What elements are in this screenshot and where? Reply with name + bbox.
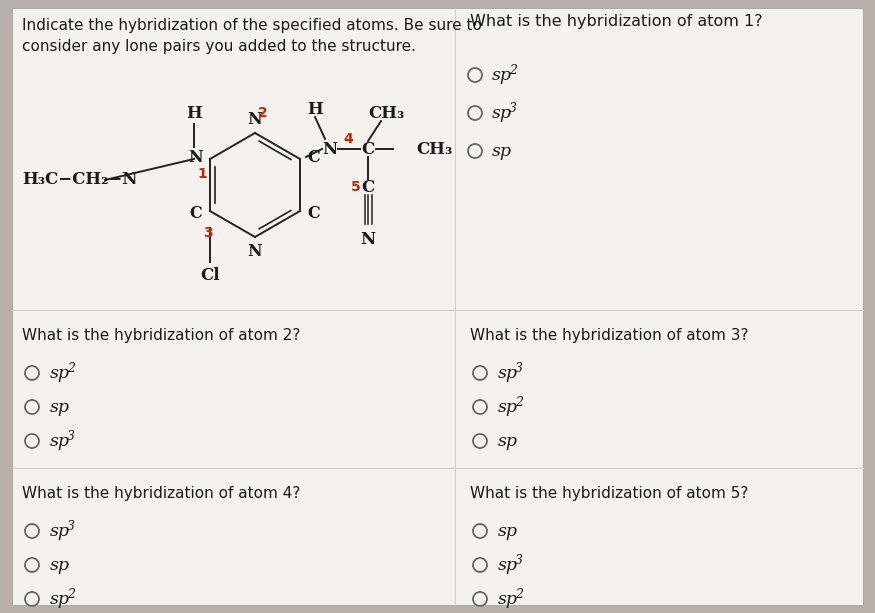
Text: N: N [323, 140, 338, 158]
Text: H₃C−CH₂−N: H₃C−CH₂−N [22, 172, 137, 189]
Text: CH₃: CH₃ [368, 104, 404, 121]
FancyBboxPatch shape [12, 8, 863, 605]
Text: C: C [308, 148, 320, 166]
Text: What is the hybridization of atom 2?: What is the hybridization of atom 2? [22, 328, 300, 343]
Text: sp: sp [492, 66, 512, 83]
Text: 2: 2 [67, 587, 75, 601]
Text: sp: sp [498, 557, 518, 574]
Text: 2: 2 [515, 395, 523, 408]
Text: sp: sp [50, 590, 70, 607]
Text: sp: sp [498, 590, 518, 607]
Text: 3: 3 [515, 362, 523, 375]
Text: 2: 2 [67, 362, 75, 375]
Text: Indicate the hybridization of the specified atoms. Be sure to
consider any lone : Indicate the hybridization of the specif… [22, 18, 482, 54]
Text: sp: sp [50, 522, 70, 539]
Text: Cl: Cl [200, 267, 220, 284]
Text: 3: 3 [509, 102, 517, 115]
Text: sp: sp [498, 398, 518, 416]
Text: 2: 2 [258, 106, 268, 120]
Text: What is the hybridization of atom 3?: What is the hybridization of atom 3? [470, 328, 748, 343]
Text: sp: sp [50, 398, 70, 416]
Text: N: N [189, 148, 203, 166]
Text: N: N [360, 232, 375, 248]
Text: H: H [186, 105, 202, 123]
Text: What is the hybridization of atom 1?: What is the hybridization of atom 1? [470, 14, 763, 29]
Text: sp: sp [498, 365, 518, 381]
Text: sp: sp [50, 365, 70, 381]
Text: CH₃: CH₃ [416, 140, 452, 158]
Text: sp: sp [50, 557, 70, 574]
Text: sp: sp [50, 433, 70, 449]
Text: C: C [361, 178, 374, 196]
Text: N: N [248, 243, 262, 259]
Text: sp: sp [492, 142, 512, 159]
Text: 2: 2 [515, 587, 523, 601]
Text: 3: 3 [203, 226, 213, 240]
Text: C: C [361, 140, 374, 158]
Text: 3: 3 [515, 554, 523, 566]
Text: 5: 5 [351, 180, 360, 194]
Text: sp: sp [492, 104, 512, 121]
Text: C: C [190, 205, 202, 221]
Text: C: C [308, 205, 320, 221]
Text: sp: sp [498, 522, 518, 539]
Text: What is the hybridization of atom 5?: What is the hybridization of atom 5? [470, 486, 748, 501]
Text: 3: 3 [67, 519, 75, 533]
Text: What is the hybridization of atom 4?: What is the hybridization of atom 4? [22, 486, 300, 501]
Text: sp: sp [498, 433, 518, 449]
Text: 4: 4 [343, 132, 353, 146]
Text: 1: 1 [197, 167, 206, 181]
Text: H: H [307, 101, 323, 118]
Text: N: N [248, 110, 262, 128]
Text: 2: 2 [509, 64, 517, 77]
Text: 3: 3 [67, 430, 75, 443]
